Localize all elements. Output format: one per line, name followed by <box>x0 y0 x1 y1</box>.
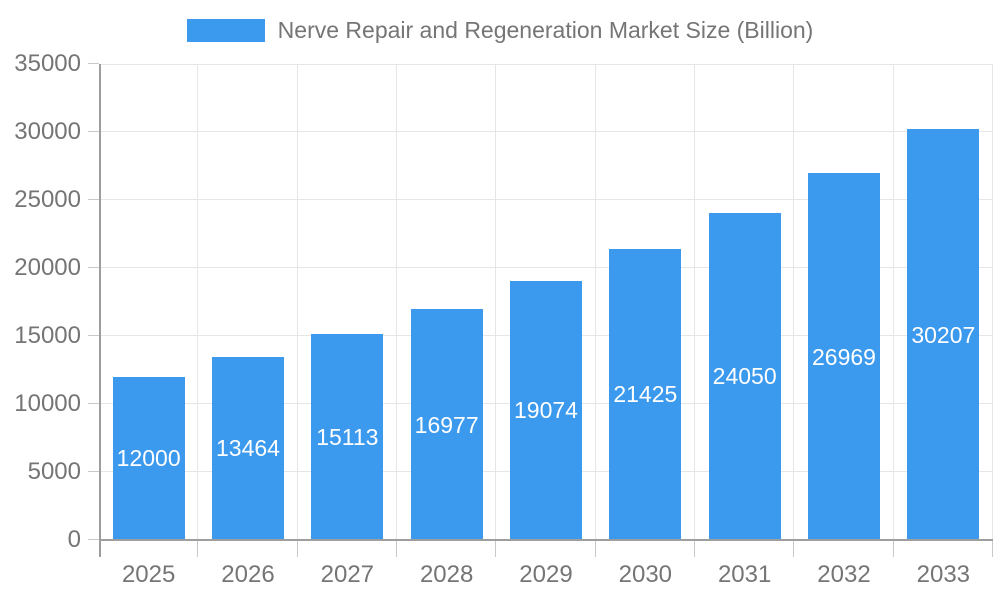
y-gridline <box>99 131 993 132</box>
bar-value-label: 26969 <box>812 343 876 370</box>
bar[interactable] <box>212 356 284 540</box>
y-gridline <box>99 64 993 65</box>
bar-value-label: 30207 <box>911 321 976 348</box>
y-tick <box>88 199 99 200</box>
legend: Nerve Repair and Regeneration Market Siz… <box>0 17 1000 43</box>
y-tick <box>88 131 99 132</box>
x-tick <box>495 540 497 557</box>
x-gridline <box>892 64 894 540</box>
legend-label: Nerve Repair and Regeneration Market Siz… <box>277 17 814 43</box>
y-tick <box>88 335 99 336</box>
y-tick-label: 10000 <box>14 390 81 417</box>
bar[interactable] <box>708 212 781 540</box>
x-tick <box>793 540 795 557</box>
x-tick <box>892 540 894 557</box>
x-gridline <box>694 64 695 540</box>
x-tick-label: 2033 <box>916 561 971 588</box>
x-gridline <box>594 64 596 540</box>
x-gridline <box>197 64 199 540</box>
y-tick-label: 20000 <box>14 254 81 281</box>
y-tick-label: 0 <box>67 526 81 553</box>
y-tick <box>88 539 99 540</box>
bar-value-label: 19074 <box>514 397 578 424</box>
x-gridline <box>992 64 993 540</box>
bar[interactable] <box>112 376 185 540</box>
x-tick-label: 2027 <box>320 561 375 588</box>
bar-value-label: 24050 <box>712 363 777 390</box>
y-tick <box>88 267 99 268</box>
bar-value-label: 16977 <box>414 411 479 438</box>
x-tick-label: 2029 <box>519 561 573 588</box>
bar-value-label: 21425 <box>613 381 678 408</box>
bar-value-label: 15113 <box>316 424 379 451</box>
x-tick-label: 2031 <box>717 561 772 588</box>
legend-swatch <box>186 18 265 42</box>
bar[interactable] <box>907 129 980 540</box>
bar-value-label: 13464 <box>216 435 280 462</box>
y-tick-label: 5000 <box>27 458 81 485</box>
y-tick <box>88 471 99 472</box>
x-tick <box>197 540 199 557</box>
x-tick <box>992 540 993 557</box>
y-tick-label: 25000 <box>14 186 81 213</box>
x-tick <box>694 540 695 557</box>
x-axis-line <box>99 539 993 541</box>
x-gridline <box>296 64 298 540</box>
y-tick-label: 35000 <box>14 50 81 77</box>
x-tick-label: 2026 <box>221 561 275 588</box>
x-tick-label: 2025 <box>121 561 176 588</box>
bar[interactable] <box>808 173 880 540</box>
x-tick-label: 2028 <box>419 561 474 588</box>
y-tick <box>88 63 99 64</box>
x-tick-label: 2030 <box>618 561 673 588</box>
y-gridline <box>99 199 993 200</box>
y-tick <box>88 403 99 404</box>
x-gridline <box>396 64 397 540</box>
plot-area: 0 5000 10000 15000 20000 25000 30000 35000 12000… <box>14 50 993 588</box>
bar-value-label: 12000 <box>116 445 181 472</box>
x-tick <box>594 540 596 557</box>
y-axis-line <box>99 64 101 557</box>
x-tick-label: 2032 <box>817 561 871 588</box>
x-gridline <box>793 64 795 540</box>
bar[interactable] <box>609 248 682 540</box>
bar[interactable] <box>410 309 483 540</box>
y-tick-label: 30000 <box>14 118 81 145</box>
x-tick <box>296 540 298 557</box>
bar[interactable] <box>311 334 384 540</box>
y-tick-label: 15000 <box>14 322 81 349</box>
x-tick <box>396 540 397 557</box>
bar[interactable] <box>510 280 582 540</box>
x-gridline <box>495 64 497 540</box>
y-gridline <box>99 267 993 268</box>
